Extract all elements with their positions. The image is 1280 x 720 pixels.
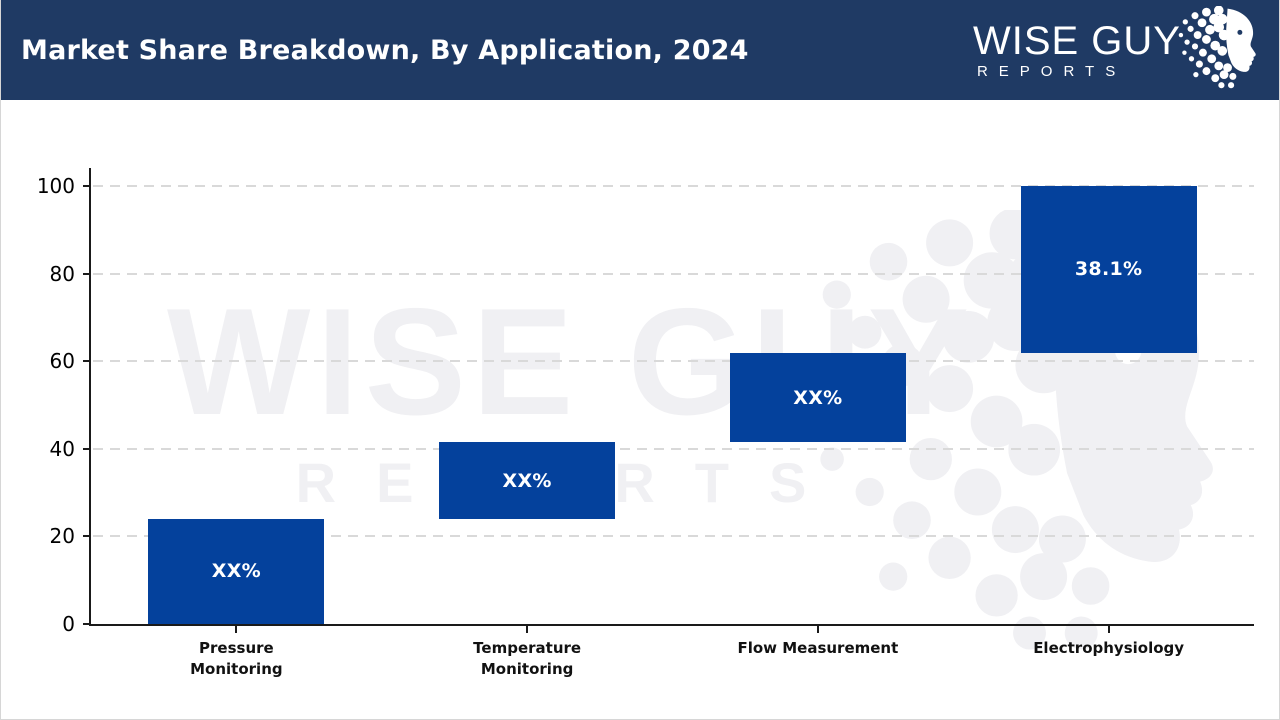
bar-electrophysiology: 38.1% xyxy=(1020,186,1197,353)
wiseguy-logo: WISE GUY REPORTS xyxy=(973,6,1267,94)
y-tick-label: 0 xyxy=(62,612,75,636)
bar-value-label: XX% xyxy=(502,469,552,492)
chart-area: WISE GUY REPORTS 020406080100XX%Pressure… xyxy=(1,100,1279,719)
bar-flow-measurement: XX% xyxy=(729,352,906,443)
bar-pressure-monitoring: XX% xyxy=(148,518,325,624)
y-tick-mark xyxy=(83,272,91,275)
bar-value-label: 38.1% xyxy=(1074,258,1143,281)
bar-value-label: XX% xyxy=(793,386,843,409)
bar-temperature-monitoring: XX% xyxy=(439,442,616,519)
logo-text: WISE GUY REPORTS xyxy=(973,20,1181,80)
bar-value-label: XX% xyxy=(211,560,261,583)
logo-wordmark: WISE GUY xyxy=(972,19,1181,63)
y-gridline xyxy=(93,185,1254,187)
page-title: Market Share Breakdown, By Application, … xyxy=(21,34,749,66)
x-axis xyxy=(89,624,1254,626)
logo-subtitle: REPORTS xyxy=(976,63,1127,80)
y-tick-label: 20 xyxy=(49,524,75,549)
y-gridline xyxy=(93,447,1254,450)
x-tick-mark xyxy=(526,626,529,633)
y-axis xyxy=(89,168,91,626)
header-bar: Market Share Breakdown, By Application, … xyxy=(1,0,1279,100)
y-gridline xyxy=(93,535,1254,538)
x-category-label: Pressure Monitoring xyxy=(190,639,283,678)
x-tick-mark xyxy=(235,626,238,633)
y-tick-mark xyxy=(83,185,91,187)
x-tick-mark xyxy=(1107,626,1110,633)
y-tick-label: 60 xyxy=(49,349,75,374)
y-tick-label: 80 xyxy=(49,261,75,286)
x-category-label: Flow Measurement xyxy=(737,639,899,657)
y-gridline xyxy=(93,272,1254,275)
y-tick-label: 40 xyxy=(49,436,75,461)
x-tick-mark xyxy=(816,626,819,633)
y-tick-mark xyxy=(83,447,91,450)
y-tick-label: 100 xyxy=(36,174,75,198)
y-gridline xyxy=(93,360,1254,363)
x-category-label: Electrophysiology xyxy=(1033,639,1185,657)
y-tick-mark xyxy=(83,360,91,363)
logo-dot-head-icon xyxy=(1167,6,1267,94)
x-category-label: Temperature Monitoring xyxy=(473,639,582,678)
y-tick-mark xyxy=(83,535,91,538)
y-tick-mark xyxy=(83,623,91,625)
